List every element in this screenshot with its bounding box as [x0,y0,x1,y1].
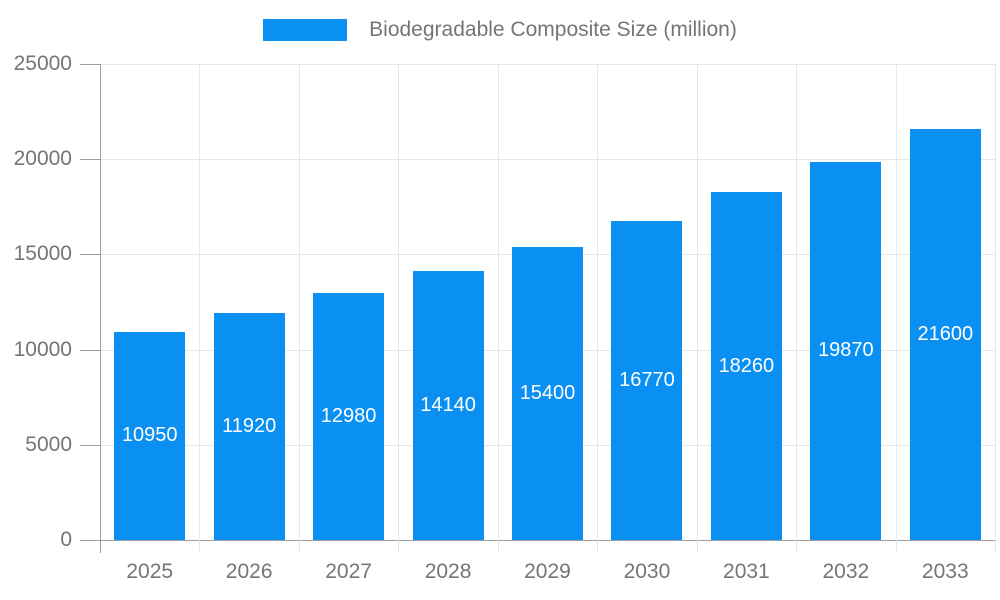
x-axis-label: 2025 [126,560,174,583]
legend[interactable]: Biodegradable Composite Size (million) [0,18,1000,42]
bar-2032[interactable]: 19870 [810,161,882,540]
x-axis-label: 2026 [225,560,273,583]
x-axis-label: 2033 [921,560,969,583]
y-axis-line [100,64,101,553]
y-axis-tick [80,64,100,65]
bar-value-label: 21600 [917,322,974,345]
y-axis-tick [80,254,100,256]
x-axis-label: 2032 [822,560,870,583]
bar-2033[interactable]: 21600 [909,128,981,540]
x-gridline [398,64,399,553]
x-gridline [995,64,996,553]
bar-value-label: 14140 [420,393,476,416]
plot-area: 10950 11920 12980 14140 15400 16770 18260 19870… [100,64,996,553]
x-gridline [299,64,300,553]
x-axis-label: 2030 [623,560,671,583]
x-axis-label: 2029 [524,560,571,583]
x-axis-label: 2027 [325,560,372,583]
legend-swatch-icon [263,19,348,41]
x-gridline [697,64,698,553]
bar-2028[interactable]: 14140 [412,270,484,540]
bar-2031[interactable]: 18260 [710,192,782,540]
y-axis-label: 25000 [13,52,72,75]
bar-value-label: 16770 [619,368,675,391]
bar-value-label: 18260 [718,354,775,377]
y-axis-tick [80,349,100,351]
bar-value-label: 10950 [121,424,178,447]
y-axis-label: 5000 [25,432,72,456]
x-gridline [597,64,598,553]
y-axis-tick [80,540,100,541]
bar-2025[interactable]: 10950 [114,331,186,540]
x-gridline [199,64,200,553]
bar-value-label: 15400 [519,381,576,404]
y-axis-label: 10000 [13,337,72,361]
x-axis-label: 2028 [424,560,472,583]
x-axis-label: 2031 [723,560,770,583]
y-axis-label: 20000 [13,147,72,171]
x-gridline [896,64,897,553]
y-gridline [100,159,995,161]
bar-2030[interactable]: 16770 [611,220,683,540]
y-gridline [100,64,995,65]
bar-value-label: 19870 [818,339,874,362]
x-gridline [796,64,797,553]
y-axis-label: 15000 [13,242,72,266]
y-axis-tick [80,444,100,446]
y-axis-label: 0 [60,528,72,551]
x-gridline [498,64,499,553]
bar-value-label: 11920 [222,415,277,438]
x-axis-baseline [100,540,995,541]
bar-2029[interactable]: 15400 [512,246,583,540]
bar-2026[interactable]: 11920 [213,313,285,540]
y-axis-tick [80,159,100,161]
bar-2027[interactable]: 12980 [313,292,385,540]
legend-label: Biodegradable Composite Size (million) [369,18,737,41]
bar-value-label: 12980 [320,404,377,427]
